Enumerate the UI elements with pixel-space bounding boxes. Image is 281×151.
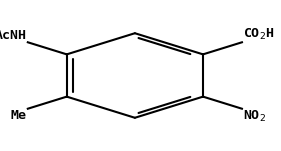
Text: Me: Me xyxy=(10,109,26,122)
Text: CO$_2$H: CO$_2$H xyxy=(243,27,275,42)
Text: AcNH: AcNH xyxy=(0,29,26,42)
Text: NO$_2$: NO$_2$ xyxy=(243,109,266,124)
